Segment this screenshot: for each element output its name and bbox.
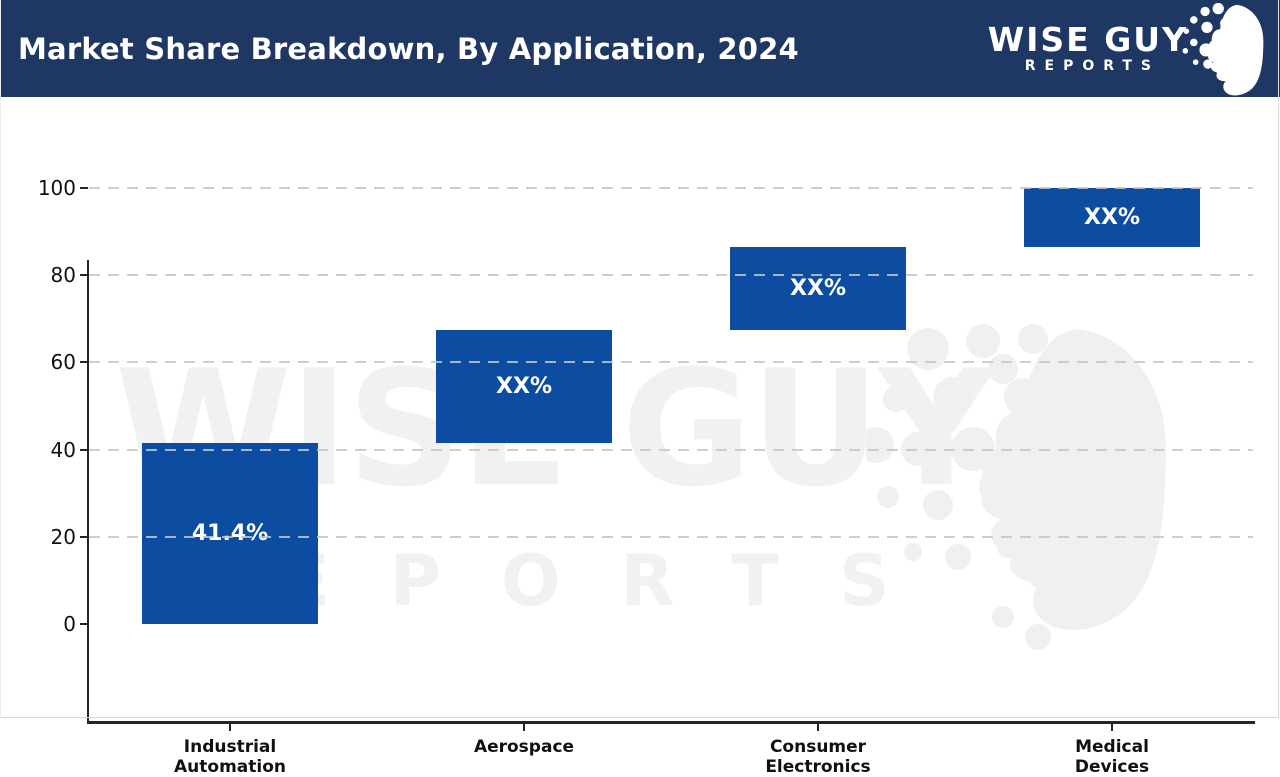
bar-medical-devices[interactable]: XX%	[1024, 188, 1200, 247]
y-axis-tick	[80, 535, 88, 538]
gridline	[89, 274, 1253, 277]
brand-face-icon	[1182, 2, 1264, 95]
y-axis-tick	[80, 274, 88, 277]
chart-title: Market Share Breakdown, By Application, …	[18, 31, 799, 66]
x-axis-tick	[229, 724, 231, 731]
gridline	[89, 535, 1253, 538]
bar-value-label: XX%	[1084, 204, 1140, 230]
chart-plot-area: WISE GUY. REPORTS 0 20 40 60 80 100 41.4% Indus…	[0, 97, 1280, 777]
brand-logo-text: WISE GUY REPORTS	[987, 19, 1188, 75]
y-axis-tick-label: 60	[50, 350, 76, 375]
brand-name: WISE GUY	[987, 19, 1188, 59]
y-axis-tick	[80, 361, 88, 364]
y-axis-tick-label: 20	[50, 524, 76, 549]
bar-value-label: XX%	[790, 275, 846, 301]
y-axis-tick	[80, 623, 88, 625]
bar-value-label: XX%	[496, 374, 552, 400]
y-axis-tick-label: 80	[50, 263, 76, 288]
brand-subname: REPORTS	[1024, 57, 1161, 74]
y-axis-tick-label: 0	[63, 612, 76, 636]
x-axis-tick	[817, 724, 819, 731]
y-axis-tick-label: 100	[37, 176, 76, 200]
watermark-face-icon	[866, 324, 1166, 650]
y-axis-line	[87, 260, 89, 722]
x-axis-category-label: Aerospace	[473, 737, 575, 757]
y-axis-tick	[80, 448, 88, 451]
gridline	[89, 448, 1253, 451]
bar-industrial-automation[interactable]: 41.4%	[142, 443, 318, 624]
gridline	[89, 361, 1253, 364]
brand-logo: WISE GUY REPORTS	[988, 2, 1270, 96]
x-axis-tick	[523, 724, 525, 731]
y-axis-tick-label: 40	[50, 437, 76, 462]
x-axis-category-label: Medical Devices	[1074, 737, 1150, 777]
y-axis-tick	[80, 187, 88, 189]
x-axis-line	[87, 721, 1255, 724]
bar-consumer-electronics[interactable]: XX%	[730, 246, 906, 330]
bar-value-label: 41.4%	[191, 521, 269, 547]
gridline	[89, 187, 1253, 189]
x-axis-category-label: Industrial Automation	[174, 737, 286, 777]
x-axis-tick	[1111, 724, 1113, 731]
bar-aerospace[interactable]: XX%	[436, 329, 612, 444]
header-banner: Market Share Breakdown, By Application, …	[0, 0, 1280, 97]
x-axis-category-label: Consumer Electronics	[765, 737, 871, 777]
